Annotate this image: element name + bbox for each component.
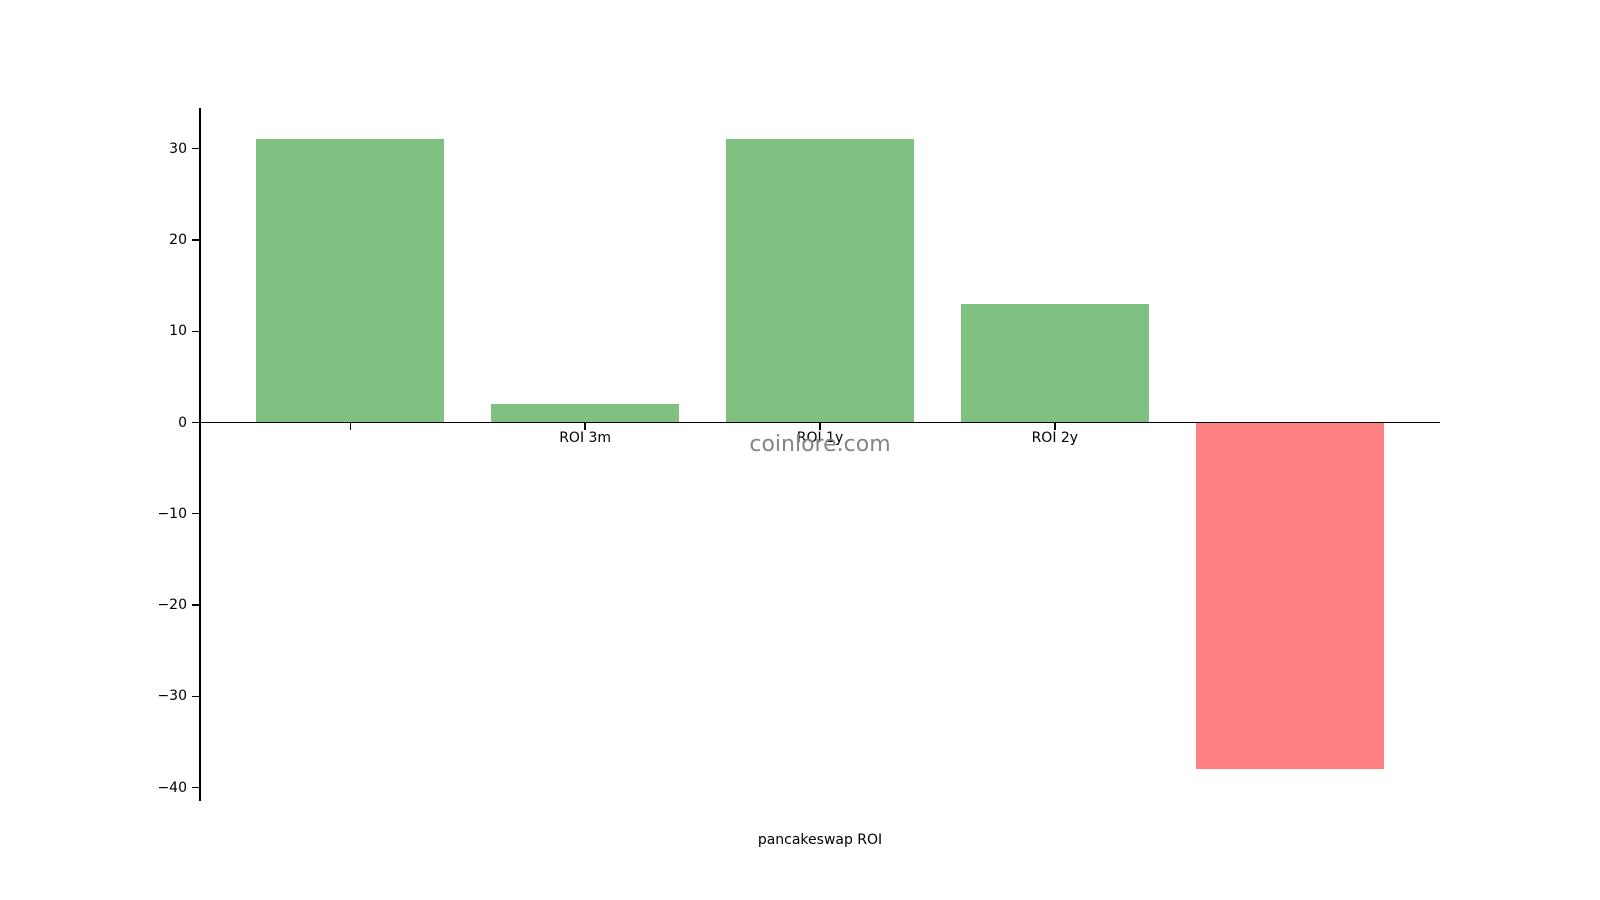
x-tick-mark bbox=[349, 423, 351, 430]
x-axis-spine bbox=[200, 421, 1440, 424]
bar-roi-3m bbox=[491, 404, 680, 423]
y-tick-label: 30 bbox=[169, 140, 187, 157]
y-tick-mark bbox=[192, 695, 200, 698]
y-tick-mark bbox=[192, 330, 200, 332]
y-tick-label: 0 bbox=[178, 414, 187, 431]
y-tick-mark bbox=[192, 239, 200, 241]
y-axis-spine bbox=[199, 108, 201, 801]
y-tick-mark bbox=[192, 604, 200, 606]
x-tick-label-roi-2y: ROI 2y bbox=[1031, 430, 1079, 446]
x-tick-mark bbox=[819, 423, 821, 430]
y-tick-label: −10 bbox=[157, 505, 187, 522]
y-tick-label: −40 bbox=[157, 779, 187, 796]
x-axis-title: pancakeswap ROI bbox=[757, 832, 883, 848]
y-tick-mark bbox=[192, 421, 200, 424]
y-tick-label: −30 bbox=[157, 688, 187, 705]
y-tick-mark bbox=[192, 513, 200, 515]
bar-col-1 bbox=[256, 139, 445, 423]
y-tick-mark bbox=[192, 787, 200, 789]
x-tick-label-roi-3m: ROI 3m bbox=[559, 430, 612, 446]
watermark-text: coinlore.com bbox=[749, 432, 891, 457]
y-tick-mark bbox=[192, 147, 200, 150]
x-tick-mark bbox=[584, 423, 586, 430]
bar-roi-1y bbox=[726, 139, 914, 423]
y-tick-label: 10 bbox=[169, 323, 187, 340]
x-tick-label-roi-1y: ROI 1y bbox=[796, 430, 844, 446]
y-tick-label: −20 bbox=[157, 597, 187, 614]
x-tick-mark bbox=[1054, 423, 1056, 430]
y-tick-label: 20 bbox=[169, 231, 187, 248]
bar-col-5 bbox=[1195, 422, 1384, 770]
bar-roi-2y bbox=[960, 303, 1149, 423]
